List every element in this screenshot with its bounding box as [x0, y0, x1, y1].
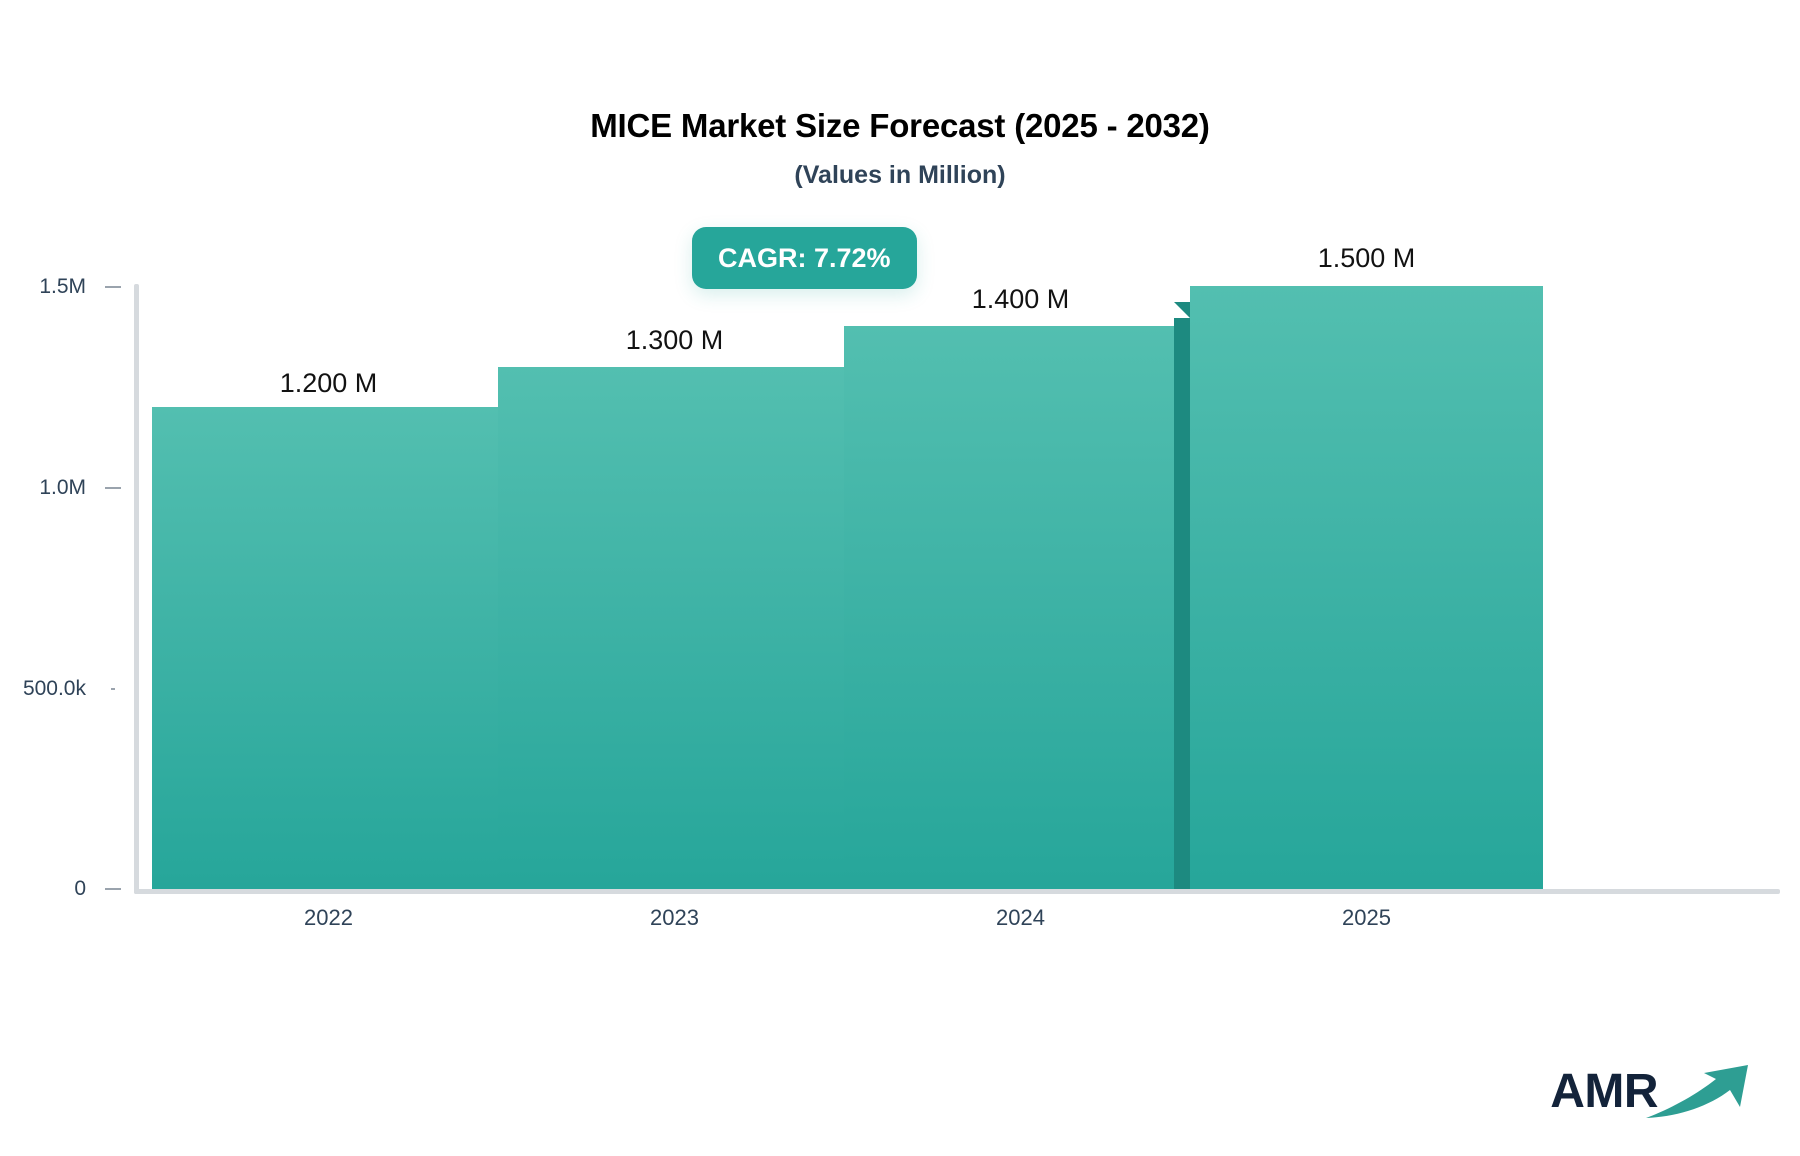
bar-value-label: 1.400 M	[971, 284, 1070, 314]
logo-text: AMR	[1550, 1064, 1658, 1118]
y-axis-line	[134, 284, 139, 894]
bar-value-label: 1.300 M	[625, 325, 724, 355]
growth-arrow-icon	[1644, 1063, 1756, 1126]
y-axis: 1.5M 1.0M 500.0k 0	[0, 0, 121, 1156]
cagr-badge[interactable]: CAGR: 7.72%	[692, 227, 917, 289]
x-tick-label: 2024	[996, 905, 1045, 930]
y-tick-mark	[105, 286, 121, 288]
y-tick-label: 1.0M	[39, 476, 86, 499]
y-tick-label: 1.5M	[39, 275, 86, 298]
bar-group[interactable]: 1.200 M 2022	[152, 250, 521, 930]
amr-logo: AMR	[1550, 1063, 1756, 1120]
bar-series: 1.200 M 2022 1.300 M 2023 1.400 M 2024 1…	[139, 243, 1780, 930]
bar[interactable]	[1190, 286, 1543, 889]
bar-value-label: 1.200 M	[279, 368, 378, 398]
page-subtitle: (Values in Million)	[794, 161, 1006, 190]
bar-group[interactable]: 1.300 M 2023	[498, 250, 851, 930]
title-block: MICE Market Size Forecast (2025 - 2032) …	[0, 107, 1800, 190]
bar-value-label: 1.500 M	[1317, 243, 1416, 273]
y-tick-mark	[105, 487, 121, 489]
bar-group[interactable]: 1.500 M 2025	[1174, 243, 1543, 930]
x-tick-label: 2025	[1342, 905, 1391, 930]
y-tick-label: 500.0k	[22, 677, 86, 700]
x-axis-line	[134, 889, 1780, 894]
y-tick-mark	[111, 688, 115, 690]
bar[interactable]	[498, 367, 851, 889]
bar-side-face	[1174, 302, 1190, 889]
page-title: MICE Market Size Forecast (2025 - 2032)	[590, 107, 1210, 144]
bar-group[interactable]: 1.400 M 2024	[844, 250, 1197, 930]
bar[interactable]	[844, 326, 1197, 889]
bar[interactable]	[152, 407, 505, 889]
y-tick-mark	[105, 888, 121, 890]
x-tick-label: 2022	[304, 905, 353, 930]
x-tick-label: 2023	[650, 905, 699, 930]
y-tick-label: 0	[74, 877, 86, 900]
